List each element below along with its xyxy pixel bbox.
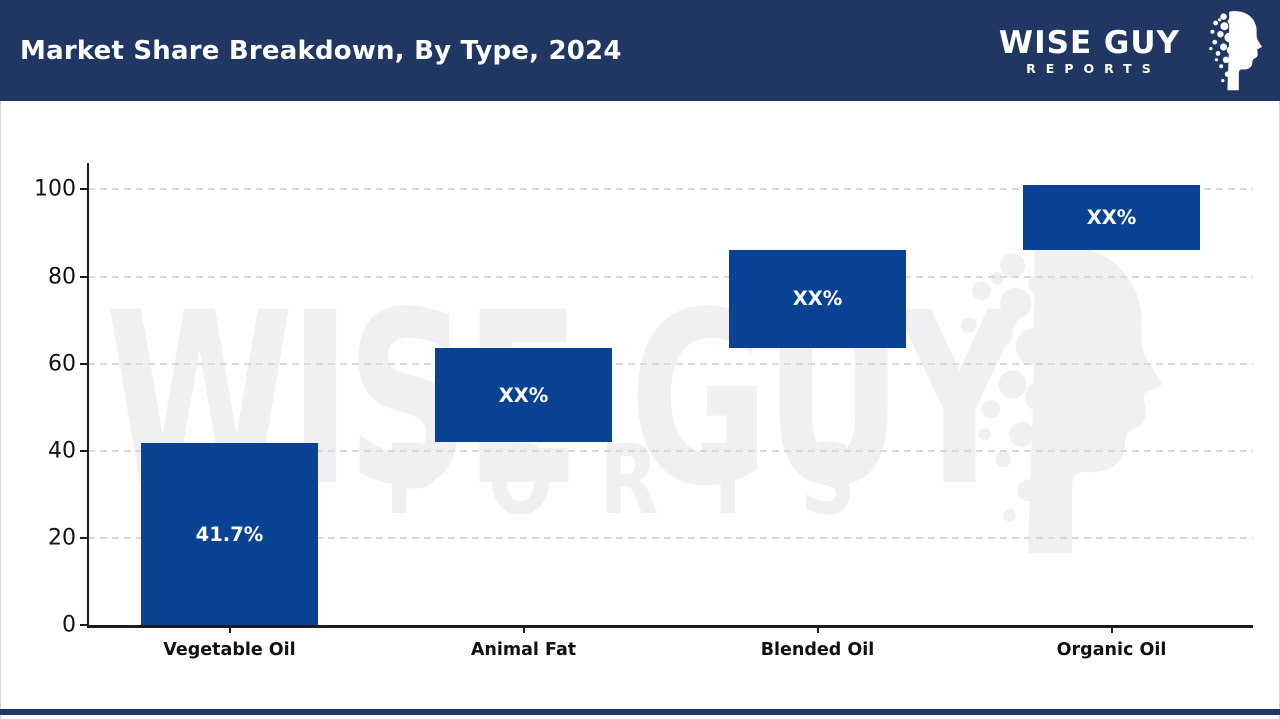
y-tick <box>80 362 88 365</box>
y-axis-line <box>87 163 89 627</box>
y-tick-label: 80 <box>48 264 76 290</box>
y-tick <box>80 188 88 191</box>
x-tick <box>228 627 231 633</box>
y-tick <box>80 449 88 452</box>
y-tick <box>80 275 88 278</box>
logo-text: WISE GUY REPORTS <box>999 26 1180 76</box>
gridline <box>88 536 1253 539</box>
x-tick <box>816 627 819 633</box>
y-tick <box>80 536 88 539</box>
bar-blended-oil: XX% <box>729 249 906 348</box>
gridline <box>88 362 1253 365</box>
footer-accent-bar <box>0 709 1280 715</box>
y-tick-label: 100 <box>34 176 76 202</box>
bar-value-label: 41.7% <box>195 522 264 546</box>
bar-value-label: XX% <box>1086 206 1137 230</box>
y-tick <box>80 624 88 626</box>
x-category-label: Organic Oil <box>1056 640 1167 660</box>
bar-animal-fat: XX% <box>435 348 612 443</box>
y-tick-label: 20 <box>48 525 76 551</box>
logo-wordmark: WISE GUY <box>998 24 1180 61</box>
header-banner: Market Share Breakdown, By Type, 2024 WI… <box>0 0 1280 101</box>
y-tick-label: 40 <box>48 438 76 464</box>
y-tick-label: 0 <box>62 612 76 638</box>
bar-vegetable-oil: 41.7% <box>141 443 318 625</box>
bar-value-label: XX% <box>792 287 843 311</box>
chart-title: Market Share Breakdown, By Type, 2024 <box>20 35 622 66</box>
gridline <box>88 449 1253 452</box>
x-category-label: Blended Oil <box>760 640 875 660</box>
logo-subtext: REPORTS <box>1026 61 1161 77</box>
bar-value-label: XX% <box>498 383 549 407</box>
x-axis-line <box>87 625 1253 628</box>
x-category-label: Animal Fat <box>470 640 577 660</box>
gridline <box>88 188 1253 191</box>
x-category-label: Vegetable Oil <box>163 640 296 660</box>
wise-guy-reports-logo: WISE GUY REPORTS <box>999 7 1270 95</box>
y-tick-label: 60 <box>48 351 76 377</box>
x-tick <box>522 627 525 633</box>
x-tick <box>1110 627 1113 633</box>
bar-organic-oil: XX% <box>1023 185 1200 250</box>
gridline <box>88 275 1253 278</box>
